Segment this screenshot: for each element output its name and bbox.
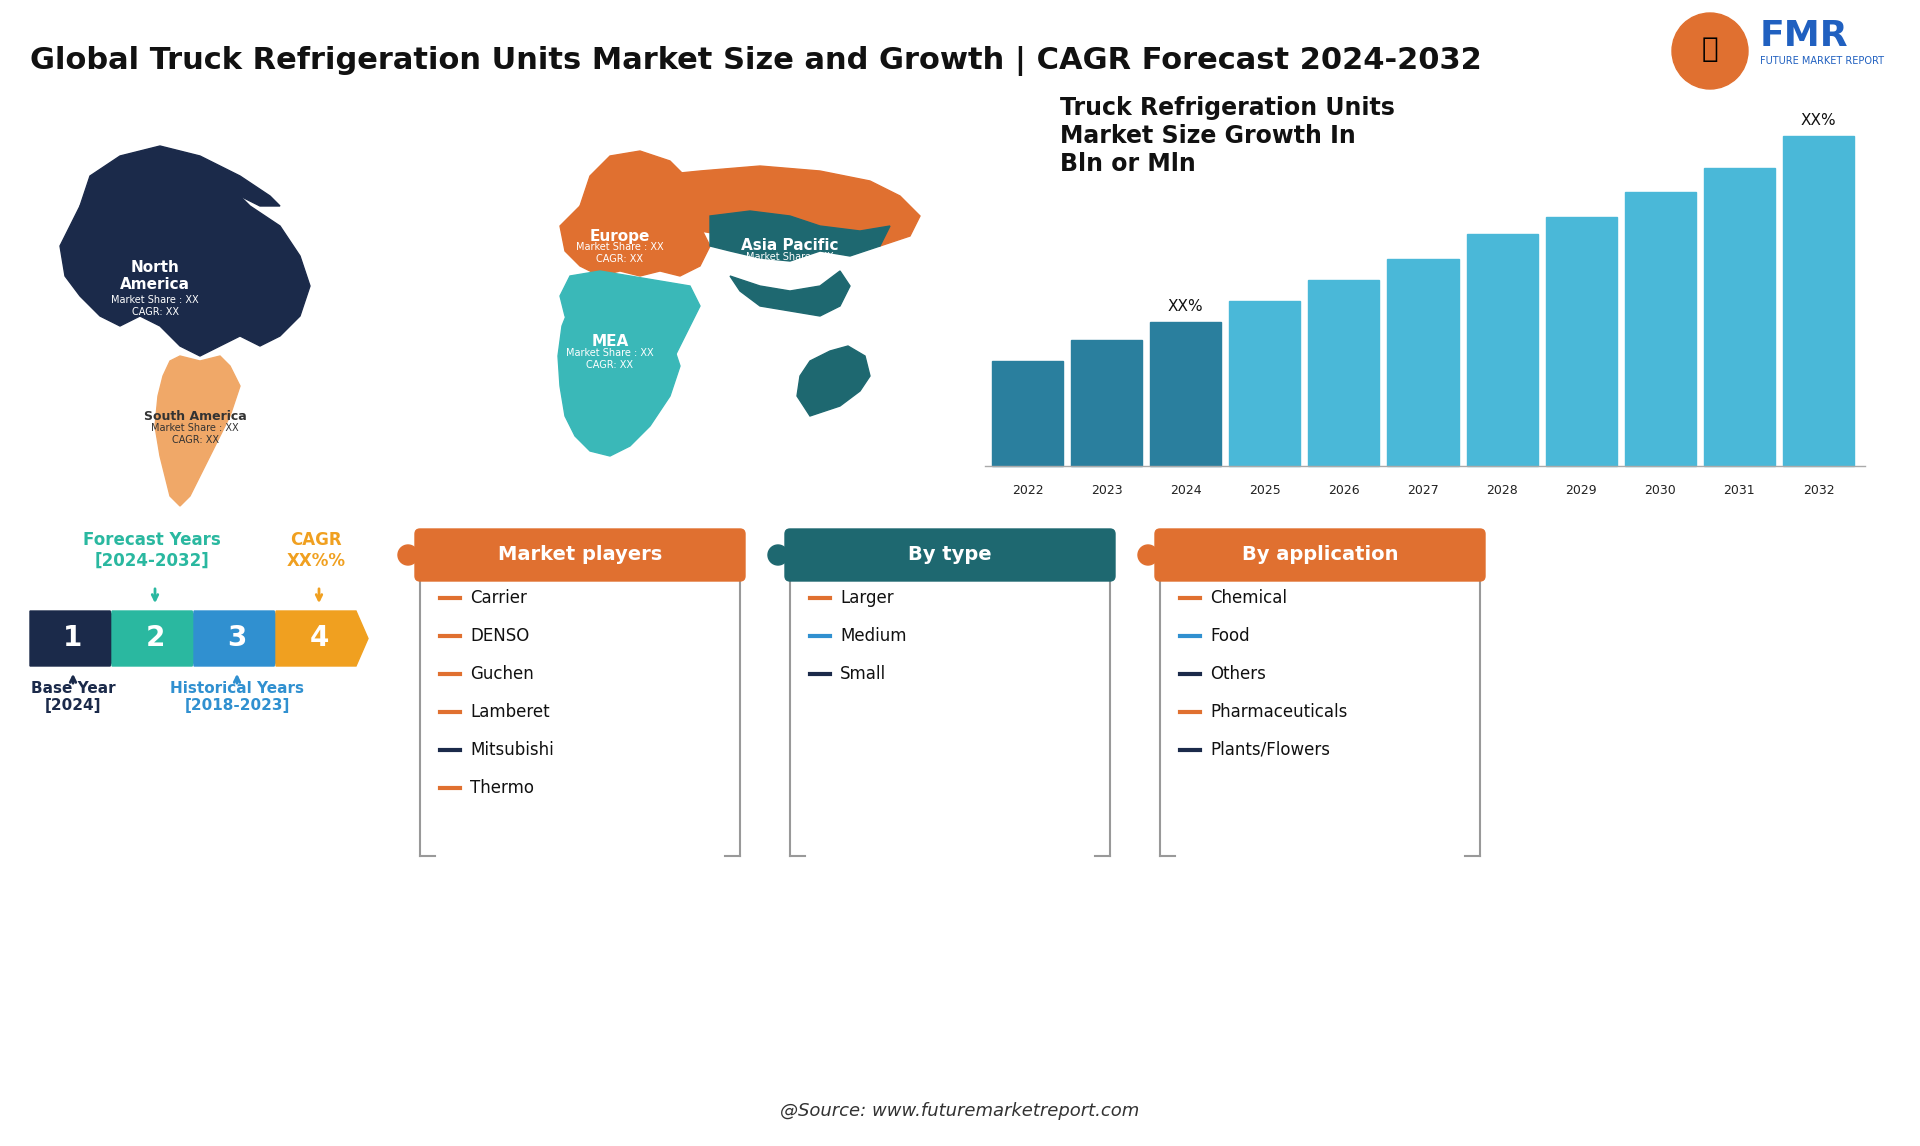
FancyBboxPatch shape xyxy=(1546,217,1617,466)
Text: MEA: MEA xyxy=(591,333,628,348)
Text: Global Truck Refrigeration Units Market Size and Growth | CAGR Forecast 2024-203: Global Truck Refrigeration Units Market … xyxy=(31,46,1482,76)
Text: Base Year
[2024]: Base Year [2024] xyxy=(31,681,115,714)
Text: 2029: 2029 xyxy=(1565,484,1597,497)
Text: @Source: www.futuremarketreport.com: @Source: www.futuremarketreport.com xyxy=(780,1102,1140,1120)
Text: 2032: 2032 xyxy=(1803,484,1834,497)
Circle shape xyxy=(397,545,419,565)
Text: Thermo: Thermo xyxy=(470,779,534,796)
FancyBboxPatch shape xyxy=(1703,167,1774,466)
FancyBboxPatch shape xyxy=(1388,259,1459,466)
Text: Historical Years
[2018-2023]: Historical Years [2018-2023] xyxy=(171,681,303,714)
Text: Others: Others xyxy=(1210,665,1265,683)
Circle shape xyxy=(1672,13,1747,89)
FancyBboxPatch shape xyxy=(1150,322,1221,466)
FancyBboxPatch shape xyxy=(1308,280,1379,466)
Text: By type: By type xyxy=(908,545,993,565)
Polygon shape xyxy=(797,346,870,416)
Text: 2027: 2027 xyxy=(1407,484,1438,497)
Text: 3: 3 xyxy=(227,625,246,652)
Text: 2030: 2030 xyxy=(1644,484,1676,497)
FancyBboxPatch shape xyxy=(1467,234,1538,466)
Text: DENSO: DENSO xyxy=(470,627,530,645)
Text: Food: Food xyxy=(1210,627,1250,645)
Text: Asia Pacific: Asia Pacific xyxy=(741,238,839,253)
FancyBboxPatch shape xyxy=(993,361,1064,466)
Text: 2026: 2026 xyxy=(1329,484,1359,497)
Polygon shape xyxy=(580,151,701,206)
Text: Forecast Years
[2024-2032]: Forecast Years [2024-2032] xyxy=(83,531,221,570)
Polygon shape xyxy=(559,296,680,456)
Text: XX%: XX% xyxy=(1801,113,1836,128)
Circle shape xyxy=(1139,545,1158,565)
Text: 4: 4 xyxy=(309,625,328,652)
Text: Market players: Market players xyxy=(497,545,662,565)
Text: North
America: North America xyxy=(119,260,190,292)
Polygon shape xyxy=(561,186,710,276)
Text: Market Share : XX
CAGR: XX: Market Share : XX CAGR: XX xyxy=(576,242,664,264)
FancyBboxPatch shape xyxy=(1229,301,1300,466)
Text: 🏃: 🏃 xyxy=(1701,36,1718,63)
Text: Truck Refrigeration Units
Market Size Growth In
Bln or Mln: Truck Refrigeration Units Market Size Gr… xyxy=(1060,96,1394,175)
FancyBboxPatch shape xyxy=(1784,136,1855,466)
Circle shape xyxy=(768,545,787,565)
Polygon shape xyxy=(111,611,204,666)
Polygon shape xyxy=(31,611,123,666)
Polygon shape xyxy=(276,611,369,666)
Polygon shape xyxy=(710,211,891,261)
Polygon shape xyxy=(194,611,286,666)
Text: 2025: 2025 xyxy=(1248,484,1281,497)
Text: XX%: XX% xyxy=(1167,299,1204,314)
Text: FMR: FMR xyxy=(1761,19,1849,53)
Text: Larger: Larger xyxy=(841,589,893,607)
FancyBboxPatch shape xyxy=(415,529,745,581)
Text: 2031: 2031 xyxy=(1724,484,1755,497)
Text: Chemical: Chemical xyxy=(1210,589,1286,607)
Polygon shape xyxy=(561,270,701,397)
Text: 2023: 2023 xyxy=(1091,484,1123,497)
Text: 1: 1 xyxy=(63,625,83,652)
Text: CAGR
XX%%: CAGR XX%% xyxy=(286,531,346,570)
Text: Plants/Flowers: Plants/Flowers xyxy=(1210,741,1331,759)
Text: By application: By application xyxy=(1242,545,1398,565)
Text: Guchen: Guchen xyxy=(470,665,534,683)
Text: 2022: 2022 xyxy=(1012,484,1043,497)
Text: Mitsubishi: Mitsubishi xyxy=(470,741,553,759)
Text: 2: 2 xyxy=(146,625,165,652)
Text: Carrier: Carrier xyxy=(470,589,526,607)
Polygon shape xyxy=(620,166,920,246)
Polygon shape xyxy=(81,146,280,206)
Text: Market Share : XX
CAGR: XX: Market Share : XX CAGR: XX xyxy=(111,296,200,316)
FancyBboxPatch shape xyxy=(1624,193,1695,466)
Text: Market Share : XX
CAGR: XX: Market Share : XX CAGR: XX xyxy=(747,252,833,274)
FancyBboxPatch shape xyxy=(1071,339,1142,466)
Polygon shape xyxy=(60,176,309,356)
Polygon shape xyxy=(156,356,240,507)
Text: Europe: Europe xyxy=(589,228,651,243)
FancyBboxPatch shape xyxy=(785,529,1116,581)
Text: FUTURE MARKET REPORT: FUTURE MARKET REPORT xyxy=(1761,56,1884,66)
Text: Lamberet: Lamberet xyxy=(470,702,549,721)
Text: Pharmaceuticals: Pharmaceuticals xyxy=(1210,702,1348,721)
Polygon shape xyxy=(730,270,851,316)
Text: Market Share : XX
CAGR: XX: Market Share : XX CAGR: XX xyxy=(566,348,655,370)
Text: 2024: 2024 xyxy=(1169,484,1202,497)
Text: Medium: Medium xyxy=(841,627,906,645)
Text: South America: South America xyxy=(144,409,246,423)
Text: Small: Small xyxy=(841,665,887,683)
Text: Market Share : XX
CAGR: XX: Market Share : XX CAGR: XX xyxy=(152,423,238,445)
Text: 2028: 2028 xyxy=(1486,484,1519,497)
FancyBboxPatch shape xyxy=(1156,529,1484,581)
